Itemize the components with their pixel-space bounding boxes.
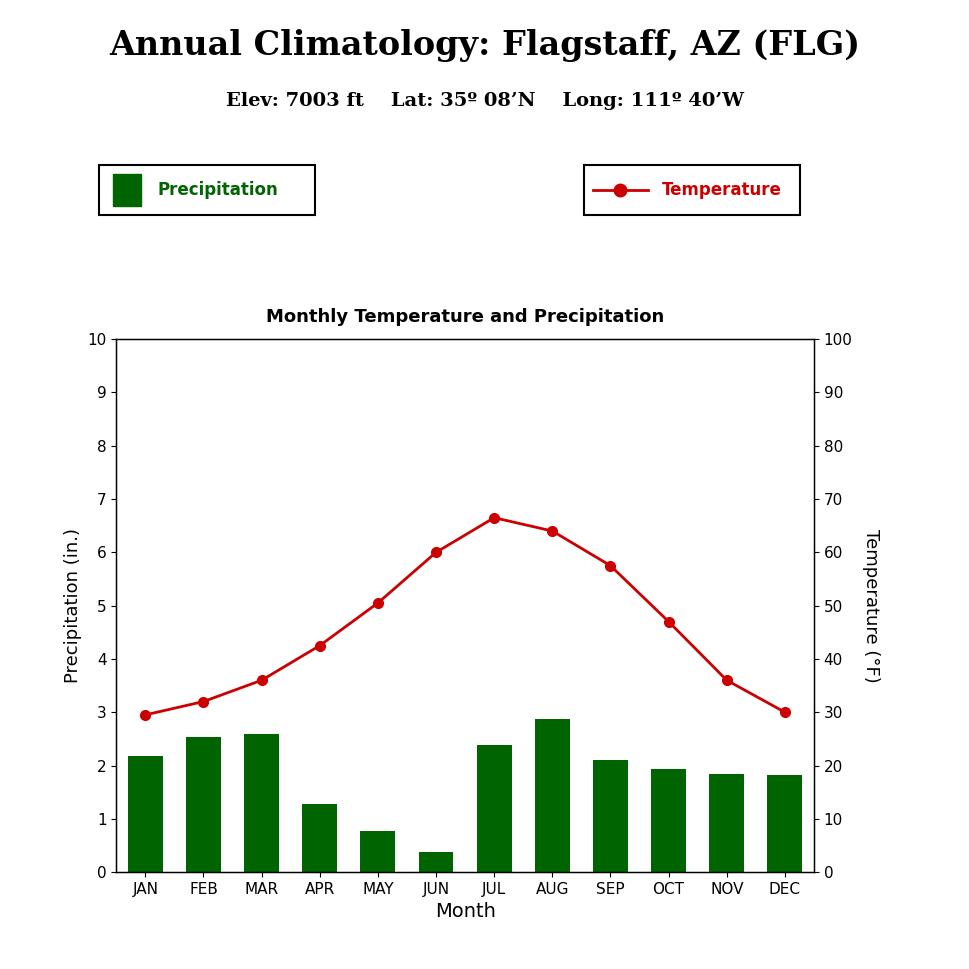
Bar: [709, 773, 744, 872]
Bar: [593, 760, 628, 872]
Bar: [419, 852, 453, 872]
X-axis label: Month: Month: [435, 902, 495, 922]
Text: Elev: 7003 ft    Lat: 35º 08’N    Long: 111º 40’W: Elev: 7003 ft Lat: 35º 08’N Long: 111º 4…: [226, 92, 743, 110]
Bar: [360, 830, 395, 872]
Text: Precipitation: Precipitation: [157, 181, 278, 199]
Text: Temperature: Temperature: [662, 181, 782, 199]
Bar: [128, 756, 163, 872]
FancyBboxPatch shape: [583, 165, 799, 215]
Bar: [302, 804, 337, 872]
Title: Monthly Temperature and Precipitation: Monthly Temperature and Precipitation: [266, 308, 664, 327]
Y-axis label: Temperature (°F): Temperature (°F): [862, 529, 880, 682]
FancyBboxPatch shape: [99, 165, 315, 215]
Y-axis label: Precipitation (in.): Precipitation (in.): [64, 528, 81, 683]
Bar: [767, 775, 802, 872]
Bar: [244, 735, 279, 872]
Bar: [112, 174, 141, 205]
Bar: [186, 736, 221, 872]
Text: Annual Climatology: Flagstaff, AZ (FLG): Annual Climatology: Flagstaff, AZ (FLG): [109, 29, 860, 62]
Bar: [651, 769, 686, 872]
Bar: [477, 745, 512, 872]
Bar: [535, 719, 570, 872]
